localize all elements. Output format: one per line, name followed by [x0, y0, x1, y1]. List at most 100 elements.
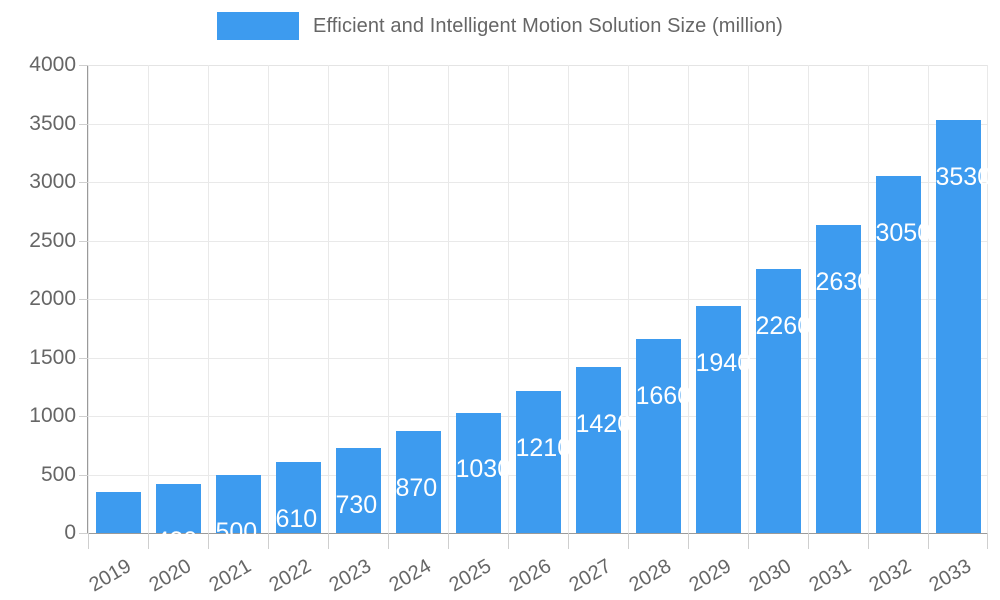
bar[interactable] [695, 306, 741, 533]
bar-group: 730 [328, 65, 388, 533]
x-tick-mark [928, 533, 929, 549]
x-tick-mark [88, 533, 89, 549]
vertical-gridlines [88, 65, 988, 533]
gridline-vertical [928, 65, 929, 533]
bar-group: 3530 [928, 65, 991, 533]
x-tick-mark [628, 533, 629, 549]
bar[interactable] [635, 338, 681, 533]
gridline-horizontal [88, 357, 988, 359]
x-tick-label: 2024 [385, 555, 435, 597]
x-tick-mark [987, 533, 988, 549]
gridline-horizontal [88, 299, 988, 300]
gridline-vertical [748, 65, 749, 533]
x-tick-label: 2033 [925, 555, 975, 597]
gridline-vertical [448, 65, 449, 533]
bar[interactable] [215, 474, 261, 533]
bar[interactable] [395, 431, 441, 533]
bar[interactable] [755, 268, 801, 533]
plot-area: 350 420 500 610 730 870 1030 1210 1420 1660 1940 22… [29, 53, 991, 596]
x-tick-label: 2026 [505, 555, 555, 597]
bar-group: 870 [388, 65, 448, 533]
gridline-vertical [808, 65, 809, 533]
x-tick-label: 2020 [145, 555, 195, 597]
x-tick-label: 2023 [325, 555, 375, 597]
x-axis-line [87, 533, 988, 534]
bar-group: 1030 [448, 65, 511, 533]
y-tick-mark [79, 182, 88, 183]
chart-legend: Efficient and Intelligent Motion Solutio… [0, 12, 1000, 40]
bar[interactable] [455, 412, 501, 533]
gridline-vertical [268, 65, 269, 533]
y-tick-label: 1000 [29, 404, 76, 427]
y-tick-mark [79, 240, 88, 242]
x-tick-mark [688, 533, 689, 549]
bar[interactable] [575, 366, 621, 533]
bar[interactable] [275, 461, 321, 533]
bar[interactable] [95, 492, 141, 533]
x-tick-mark [148, 533, 149, 549]
gridline-vertical [868, 65, 869, 533]
x-tick-label: 2022 [265, 555, 315, 597]
x-tick-label: 2027 [565, 555, 615, 597]
bar-group: 1660 [628, 65, 691, 533]
y-tick-label: 3000 [29, 170, 76, 193]
x-tick-label: 2029 [685, 555, 735, 597]
bar-group: 2260 [748, 65, 811, 533]
bar[interactable] [815, 225, 861, 533]
y-tick-label: 500 [40, 462, 76, 486]
bar-group: 3050 [868, 65, 931, 533]
y-tick-mark [79, 123, 88, 125]
x-tick-label: 2021 [205, 555, 255, 597]
x-tick-mark [268, 533, 269, 549]
gridline-vertical [688, 65, 689, 533]
bar-group: 1420 [568, 65, 631, 533]
bar[interactable] [935, 120, 981, 533]
bar[interactable] [875, 176, 921, 533]
y-tick-mark [79, 299, 88, 300]
gridline-horizontal [88, 123, 988, 125]
legend-item-motion-solution-size[interactable]: Efficient and Intelligent Motion Solutio… [217, 12, 783, 40]
bar-group: 420 [148, 65, 208, 553]
y-tick-label: 1500 [29, 345, 76, 369]
gridline-horizontal [88, 240, 988, 242]
bar-group: 500 [208, 65, 268, 544]
x-tick-mark [208, 533, 209, 549]
x-tick-mark [448, 533, 449, 549]
bar[interactable] [155, 483, 201, 533]
bar-group: 610 [268, 65, 328, 533]
x-tick-label: 2031 [805, 555, 855, 597]
y-tick-label: 4000 [29, 53, 76, 76]
gridline-vertical [987, 65, 988, 533]
legend-label: Efficient and Intelligent Motion Solutio… [313, 14, 783, 37]
bar[interactable] [515, 391, 561, 533]
x-tick-label: 2025 [445, 555, 495, 597]
y-tick-label: 0 [64, 521, 76, 544]
bar-group: 2630 [808, 65, 871, 533]
x-tick-label: 2032 [865, 555, 915, 597]
gridline-vertical [208, 65, 209, 533]
gridline-vertical [148, 65, 149, 533]
gridline-vertical [508, 65, 509, 533]
gridline-horizontal [88, 65, 988, 66]
bar-group: 1210 [508, 65, 571, 533]
x-tick-mark [808, 533, 809, 549]
gridline-vertical [388, 65, 389, 533]
gridline-vertical [88, 65, 89, 533]
x-tick-mark [328, 533, 329, 549]
y-tick-mark [79, 357, 88, 359]
y-tick-mark [79, 416, 88, 417]
x-tick-mark [568, 533, 569, 549]
x-tick-mark [748, 533, 749, 549]
gridline-vertical [328, 65, 329, 533]
y-tick-label: 2000 [29, 287, 76, 310]
x-tick-mark [388, 533, 389, 549]
y-tick-mark [79, 474, 88, 476]
x-tick-label: 2019 [85, 555, 135, 597]
legend-swatch-icon [217, 12, 300, 40]
x-tick-mark [868, 533, 869, 549]
bars-layer: 350 420 500 610 730 870 1030 1210 1420 1660 1940 22… [88, 65, 991, 562]
x-tick-label: 2030 [745, 555, 795, 597]
y-tick-label: 2500 [29, 228, 76, 252]
bar[interactable] [335, 447, 381, 533]
